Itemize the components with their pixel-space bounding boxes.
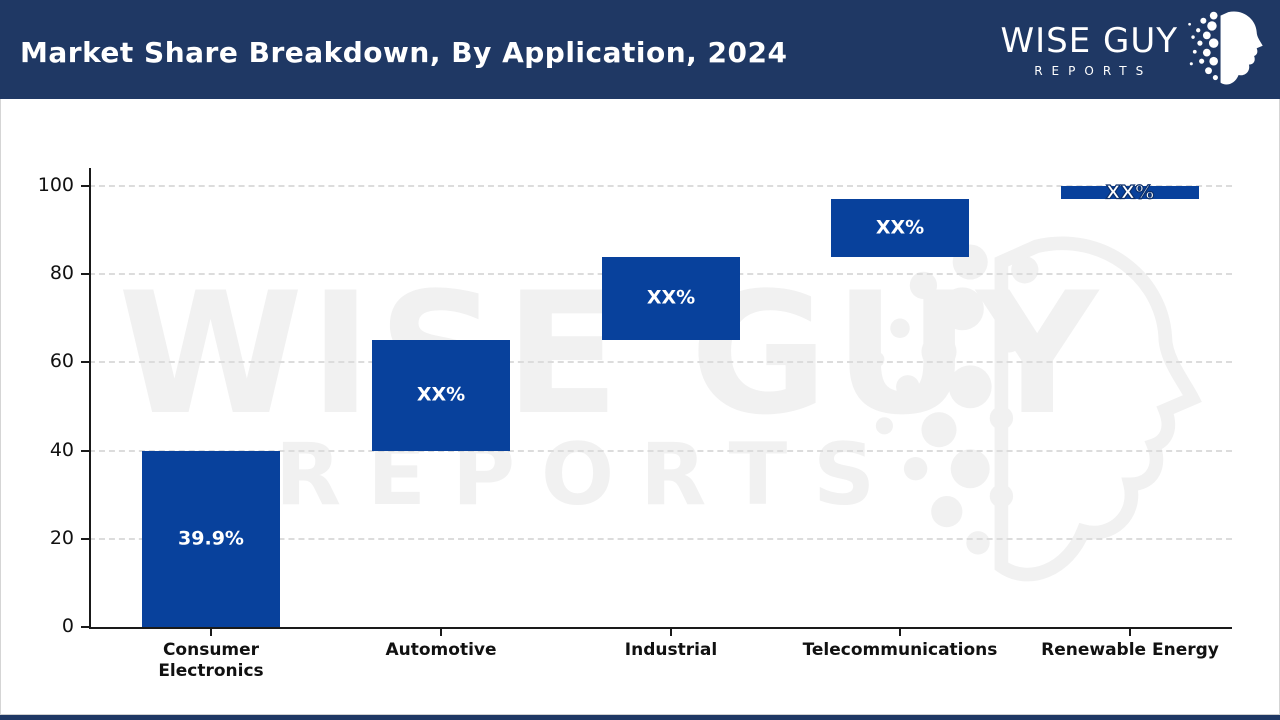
bar-value-label-industrial: XX% bbox=[646, 286, 696, 309]
y-tick-mark-80 bbox=[81, 273, 89, 276]
bar-value-label-telecommunications: XX% bbox=[875, 216, 925, 239]
x-tick-label-telecommunications: Telecommunications bbox=[802, 640, 998, 660]
y-axis bbox=[89, 168, 91, 629]
y-tick-label-40: 40 bbox=[49, 438, 74, 461]
brand-logo: WISE GUY REPORTS bbox=[1000, 0, 1270, 99]
gridline-100 bbox=[89, 185, 1232, 187]
gridline-20 bbox=[89, 537, 1232, 540]
header-bar: Market Share Breakdown, By Application, … bbox=[0, 0, 1280, 99]
bar-consumer-electronics: 39.9% bbox=[142, 450, 280, 627]
gridline-40 bbox=[89, 449, 1232, 452]
brand-name: WISE GUY bbox=[1000, 21, 1178, 61]
y-tick-mark-60 bbox=[81, 361, 89, 364]
bar-value-label-renewable-energy: XX% bbox=[1105, 181, 1155, 204]
bar-automotive: XX% bbox=[372, 340, 510, 451]
footer-bar bbox=[0, 715, 1280, 720]
bar-industrial: XX% bbox=[602, 256, 740, 341]
head-silhouette-icon bbox=[1188, 11, 1263, 85]
x-tick-mark-automotive bbox=[440, 629, 442, 636]
y-tick-mark-40 bbox=[81, 449, 89, 452]
x-tick-mark-renewable-energy bbox=[1129, 629, 1131, 636]
y-tick-label-80: 80 bbox=[49, 262, 74, 285]
bar-telecommunications: XX% bbox=[831, 199, 969, 257]
brand-tagline: REPORTS bbox=[1034, 64, 1153, 78]
y-tick-label-60: 60 bbox=[49, 350, 74, 373]
x-tick-label-consumer-electronics: Consumer Electronics bbox=[158, 640, 264, 682]
bar-value-label-consumer-electronics: 39.9% bbox=[178, 527, 244, 550]
y-tick-mark-100 bbox=[81, 185, 89, 187]
x-tick-mark-industrial bbox=[670, 629, 672, 636]
brand-text: WISE GUY REPORTS bbox=[1000, 21, 1178, 78]
x-tick-mark-consumer-electronics bbox=[210, 629, 212, 636]
gridline-60 bbox=[89, 361, 1232, 364]
bar-value-label-automotive: XX% bbox=[416, 383, 466, 406]
y-tick-label-100: 100 bbox=[37, 174, 74, 196]
y-tick-label-0: 0 bbox=[61, 615, 74, 637]
y-tick-label-20: 20 bbox=[49, 526, 74, 549]
x-axis bbox=[89, 627, 1232, 629]
y-tick-mark-20 bbox=[81, 537, 89, 540]
x-tick-label-automotive: Automotive bbox=[385, 640, 497, 660]
page-title: Market Share Breakdown, By Application, … bbox=[20, 36, 788, 69]
x-tick-label-renewable-energy: Renewable Energy bbox=[1041, 640, 1219, 660]
bar-renewable-energy: XX% bbox=[1061, 181, 1199, 204]
x-tick-mark-telecommunications bbox=[899, 629, 901, 636]
x-tick-label-industrial: Industrial bbox=[624, 640, 718, 660]
y-tick-mark-0 bbox=[81, 626, 89, 628]
